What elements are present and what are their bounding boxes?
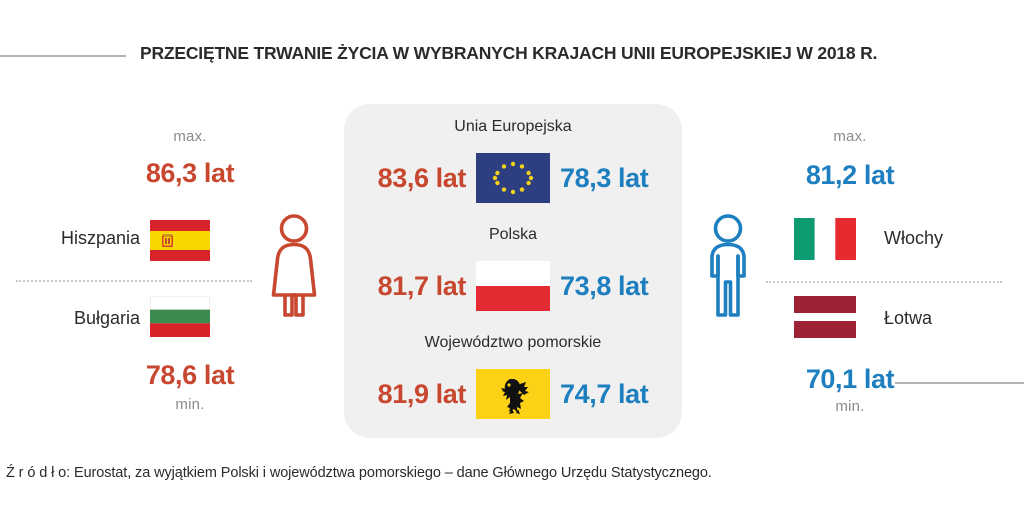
spain-coat-of-arms (162, 234, 173, 247)
women-divider (16, 280, 252, 282)
panel-row-women-value: 83,6 lat (377, 162, 467, 193)
italy-flag (794, 218, 856, 260)
men-min-trailing-rule (895, 382, 1024, 384)
men-min-value: 70,1 lat (805, 364, 895, 394)
female-figure-icon (266, 212, 322, 325)
panel-row-title: Unia Europejska (454, 118, 572, 135)
source-footnote: Ź r ó d ł o: Eurostat, za wyjątkiem Pols… (6, 465, 712, 481)
page-title: PRZECIĘTNE TRWANIE ŻYCIA W WYBRANYCH KRA… (140, 43, 878, 63)
panel-row-men-value: 73,8 lat (560, 270, 649, 301)
women-min-country: Bułgaria (73, 308, 140, 328)
latvia-flag (794, 296, 856, 338)
panel-row-women-value: 81,9 lat (377, 378, 467, 409)
panel-row: Województwo pomorskie 81,9 lat 74,7 lat (344, 334, 682, 430)
men-max-label: max. (833, 128, 867, 145)
panel-row-women-value: 81,7 lat (377, 270, 467, 301)
panel-row-men-value: 74,7 lat (560, 378, 649, 409)
men-max-country: Włochy (884, 228, 944, 248)
panel-row-title: Polska (488, 226, 538, 243)
comparison-panel: Unia Europejska 83,6 lat (344, 104, 682, 438)
women-max-country: Hiszpania (60, 228, 140, 248)
men-divider (766, 281, 1002, 283)
poland-flag (474, 261, 552, 311)
men-min-label: min. (835, 398, 865, 415)
men-min-country: Łotwa (884, 308, 933, 328)
male-figure-icon (700, 212, 756, 325)
men-max-value: 81,2 lat (805, 160, 895, 190)
women-min-value: 78,6 lat (145, 360, 235, 390)
panel-row-title: Województwo pomorskie (424, 334, 602, 351)
eu-stars (492, 161, 534, 195)
pomorskie-flag (474, 369, 552, 419)
panel-row: Unia Europejska 83,6 lat (344, 118, 682, 214)
women-min-label: min. (175, 396, 205, 413)
pomeranian-griffin (501, 379, 529, 414)
eu-flag (474, 153, 552, 203)
panel-row-men-value: 78,3 lat (560, 162, 649, 193)
women-section: max. 86,3 lat Hiszpania Bułgaria 78,6 la… (0, 0, 340, 506)
title-leading-rule (0, 55, 126, 57)
women-max-value: 86,3 lat (145, 158, 235, 188)
spain-flag (150, 220, 210, 261)
women-max-label: max. (173, 128, 207, 145)
bulgaria-flag (150, 296, 210, 337)
panel-row: Polska 81,7 lat 73,8 lat (344, 226, 682, 322)
